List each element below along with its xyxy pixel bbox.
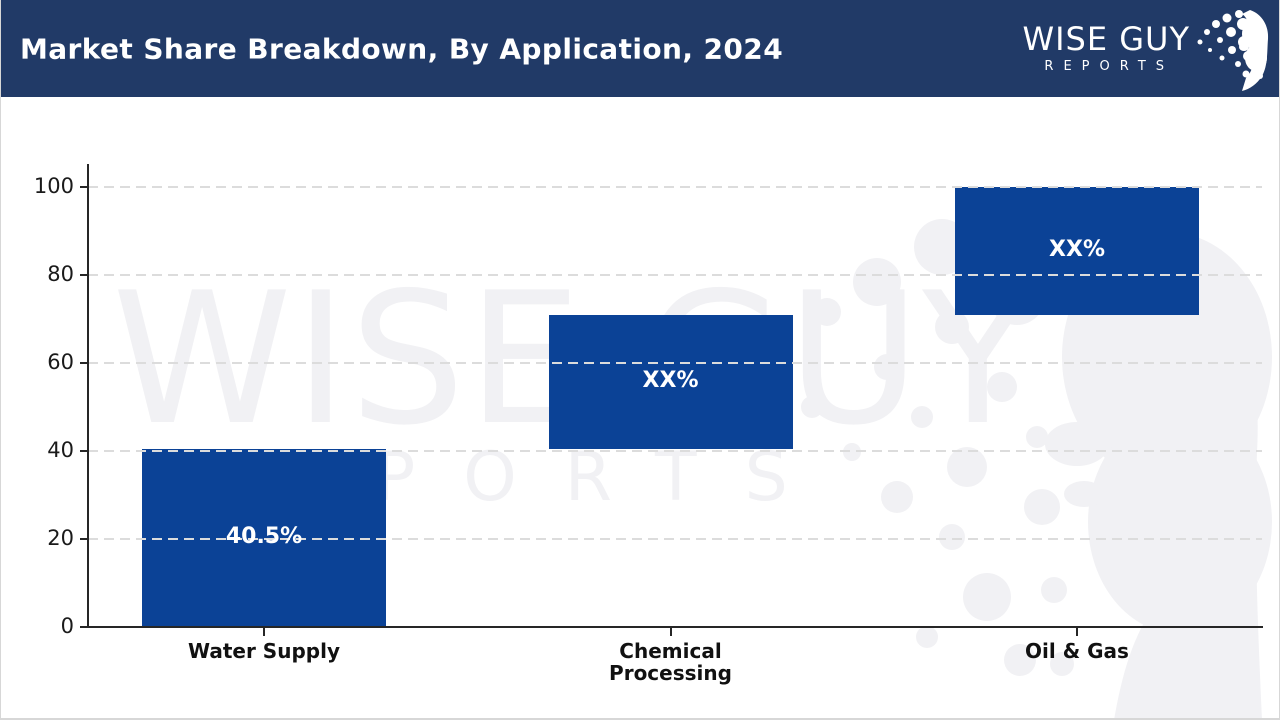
header-band: Market Share Breakdown, By Application, …	[0, 0, 1280, 97]
y-axis-tick-label: 40	[47, 438, 74, 462]
y-axis-tick-label: 80	[47, 262, 74, 286]
y-axis-tick-60	[80, 362, 88, 364]
bar-value-label-chemical-processing: XX%	[642, 367, 699, 393]
y-axis-tick-label: 60	[47, 350, 74, 374]
gridline-40	[88, 450, 1262, 452]
category-label-oil-gas: Oil & Gas	[1025, 639, 1129, 663]
y-axis-line	[87, 164, 89, 628]
wise-guy-reports-logo: WISE GUY REPORTS	[1022, 4, 1270, 93]
bar-value-label-water-supply: 40.5%	[225, 523, 303, 549]
y-axis-tick-label: 0	[60, 614, 74, 638]
logo-tagline: REPORTS	[1044, 58, 1175, 74]
y-axis-tick-40	[80, 450, 88, 452]
y-axis-tick-80	[80, 274, 88, 276]
gridline-20	[88, 538, 1262, 540]
x-axis-tick-oil-gas	[1076, 628, 1078, 636]
bar-chemical-processing	[548, 314, 793, 449]
y-axis-tick-0	[80, 626, 88, 628]
y-axis-tick-label: 100	[33, 174, 74, 198]
y-axis-tick-label: 20	[47, 526, 74, 550]
logo-wordmark: WISE GUY	[1022, 20, 1190, 59]
gridline-100	[88, 186, 1262, 188]
bar-value-label-oil-gas: XX%	[1049, 236, 1105, 262]
bar-water-supply	[142, 448, 386, 627]
logo-face-icon	[1197, 9, 1269, 91]
logo-wordmark-block: WISE GUY REPORTS	[1022, 23, 1190, 74]
category-label-water-supply: Water Supply	[188, 639, 340, 663]
x-axis-line	[87, 626, 1263, 628]
x-axis-tick-chemical-processing	[669, 628, 672, 636]
page-title: Market Share Breakdown, By Application, …	[20, 32, 784, 65]
y-axis-tick-20	[80, 538, 88, 540]
y-axis-tick-100	[80, 186, 88, 188]
category-label-chemical-processing: Chemical Processing	[609, 639, 732, 685]
x-axis-tick-water-supply	[263, 628, 265, 636]
gridline-60	[88, 362, 1262, 364]
bar-oil-gas	[955, 187, 1199, 315]
gridline-80	[88, 274, 1262, 276]
